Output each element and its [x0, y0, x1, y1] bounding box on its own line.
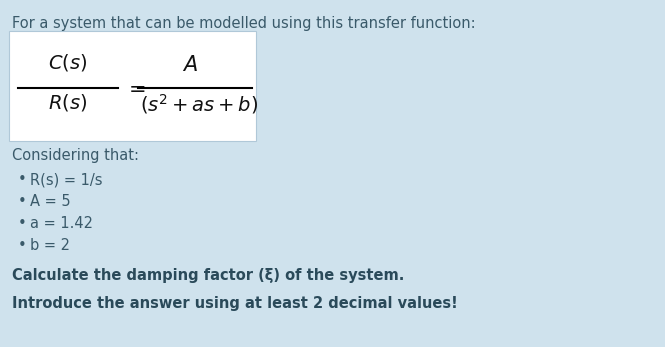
Text: •: •: [18, 216, 27, 231]
Text: a = 1.42: a = 1.42: [30, 216, 93, 231]
FancyBboxPatch shape: [9, 31, 256, 141]
Text: Considering that:: Considering that:: [12, 148, 139, 163]
Text: Introduce the answer using at least 2 decimal values!: Introduce the answer using at least 2 de…: [12, 296, 458, 311]
Text: •: •: [18, 194, 27, 209]
Text: $C(s)$: $C(s)$: [48, 52, 87, 73]
Text: For a system that can be modelled using this transfer function:: For a system that can be modelled using …: [12, 16, 475, 31]
Text: $=$: $=$: [124, 78, 146, 98]
Text: Calculate the damping factor (ξ) of the system.: Calculate the damping factor (ξ) of the …: [12, 268, 404, 283]
Text: •: •: [18, 238, 27, 253]
Text: •: •: [18, 172, 27, 187]
Text: $(s^2 + as + b)$: $(s^2 + as + b)$: [140, 92, 258, 116]
Text: b = 2: b = 2: [30, 238, 70, 253]
Text: $A$: $A$: [182, 55, 198, 75]
Text: R(s) = 1/s: R(s) = 1/s: [30, 172, 102, 187]
Text: A = 5: A = 5: [30, 194, 70, 209]
Text: $R(s)$: $R(s)$: [48, 92, 87, 113]
